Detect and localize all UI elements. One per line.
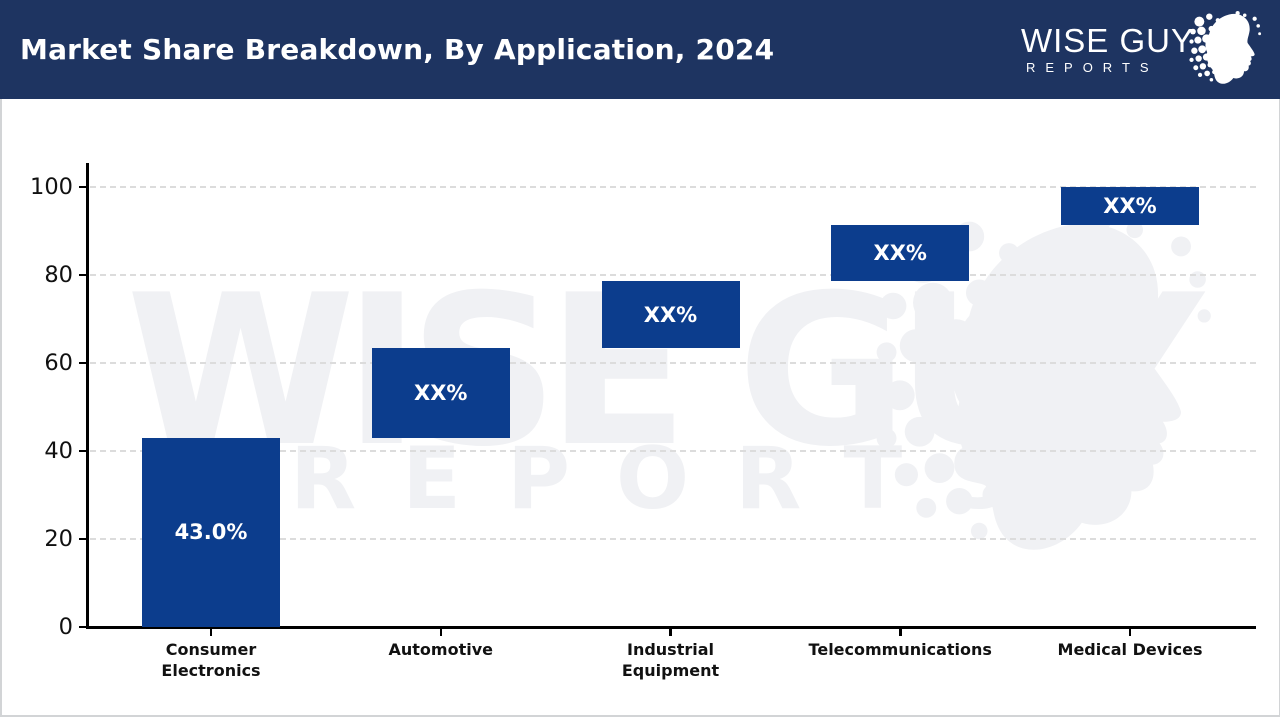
bar-value-label: 43.0% — [174, 520, 248, 545]
logo-text: WISE GUY REPORTS — [1021, 24, 1194, 75]
y-tick-label: 40 — [44, 438, 73, 464]
y-tick-mark — [79, 185, 88, 189]
right-border-line — [1278, 99, 1280, 716]
y-tick-label: 100 — [30, 174, 73, 200]
x-tick-mark — [899, 628, 902, 636]
gridline-40 — [90, 450, 1256, 452]
bar-automotive: XX% — [371, 348, 510, 438]
x-tick-mark — [669, 628, 672, 636]
x-tick-mark — [209, 628, 213, 636]
bar-industrial-equipment: XX% — [601, 281, 740, 349]
x-axis-line — [86, 626, 1256, 629]
y-tick-mark — [79, 537, 88, 541]
bottom-border-line — [0, 715, 1280, 717]
y-axis-line — [86, 163, 89, 628]
x-tick-label-consumer-electronics: Consumer Electronics — [161, 640, 261, 680]
y-tick-label: 60 — [44, 350, 73, 376]
x-tick-label-industrial-equipment: Industrial Equipment — [621, 640, 720, 680]
bar-consumer-electronics: 43.0% — [142, 437, 280, 627]
y-tick-mark — [79, 625, 88, 629]
x-tick-label-automotive: Automotive — [388, 640, 494, 659]
gridline-80 — [90, 274, 1256, 276]
x-tick-mark — [439, 628, 442, 636]
logo-subtext: REPORTS — [1025, 59, 1159, 75]
y-tick-label: 20 — [44, 526, 73, 552]
y-tick-mark — [79, 361, 88, 365]
y-tick-label: 80 — [44, 262, 73, 288]
bar-value-label: XX% — [1103, 193, 1157, 218]
bar-medical-devices: XX% — [1061, 187, 1199, 225]
gridline-60 — [90, 362, 1256, 364]
y-tick-mark — [79, 449, 88, 453]
bar-value-label: XX% — [643, 302, 698, 327]
bar-value-label: XX% — [414, 380, 468, 405]
page-title: Market Share Breakdown, By Application, … — [20, 33, 775, 66]
wiseguy-logo: WISE GUY REPORTS — [1021, 8, 1266, 92]
bar-value-label: XX% — [873, 240, 927, 265]
logo-wordmark: WISE GUY — [1020, 22, 1194, 60]
left-border-line — [0, 99, 2, 716]
gridline-20 — [90, 538, 1256, 540]
x-tick-label-medical-devices: Medical Devices — [1057, 640, 1203, 659]
logo-head-icon — [1189, 10, 1262, 84]
x-tick-mark — [1128, 628, 1132, 636]
bar-telecommunications: XX% — [831, 224, 970, 282]
y-tick-mark — [79, 273, 88, 277]
x-tick-label-telecommunications: Telecommunications — [808, 640, 992, 659]
y-tick-label: 0 — [58, 614, 73, 640]
header: Market Share Breakdown, By Application, … — [0, 0, 1280, 99]
gridline-100 — [90, 186, 1256, 188]
